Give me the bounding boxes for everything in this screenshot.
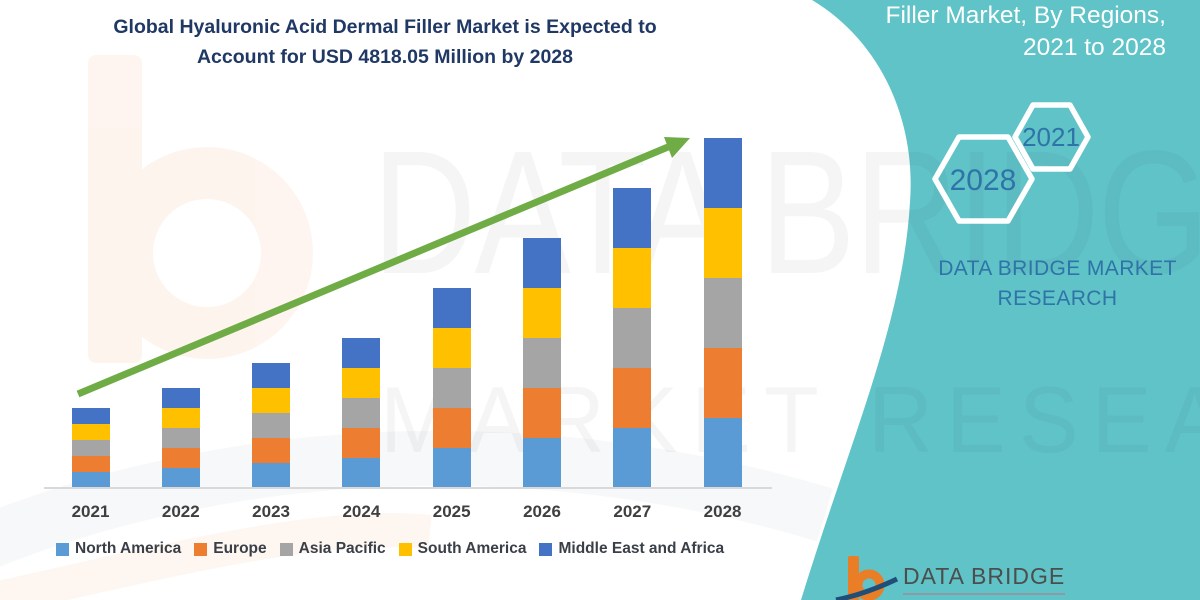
- x-axis-label-2025: 2025: [432, 502, 471, 521]
- bar-segment-2025-asia-pacific: [432, 368, 471, 408]
- bar-segment-2023-europe: [252, 438, 291, 463]
- bar-segment-2022-south-america: [161, 408, 200, 428]
- bar-segment-2021-north-america: [71, 472, 110, 488]
- bar-segment-2022-middle-east-and-africa: [161, 388, 200, 408]
- bar-segment-2021-asia-pacific: [71, 440, 110, 456]
- legend-item-asia-pacific: Asia Pacific: [279, 540, 386, 558]
- bar-segment-2022-asia-pacific: [161, 428, 200, 448]
- bar-segment-2021-south-america: [71, 424, 110, 440]
- legend-label: South America: [417, 540, 527, 557]
- bar-segment-2027-south-america: [613, 248, 652, 308]
- bar-segment-2024-south-america: [342, 368, 381, 398]
- bar-segment-2026-middle-east-and-africa: [523, 238, 561, 288]
- legend-swatch-icon: [539, 542, 553, 556]
- bar-segment-2027-asia-pacific: [613, 308, 652, 368]
- bar-segment-2023-middle-east-and-africa: [252, 363, 291, 388]
- legend-item-north-america: North America: [56, 540, 181, 558]
- bar-segment-2025-europe: [432, 408, 471, 448]
- x-axis-line: [44, 487, 772, 489]
- banner-title-line1: Filler Market, By Regions,: [885, 2, 1166, 29]
- bar-segment-2025-south-america: [432, 328, 471, 368]
- pink-swoosh-watermark: [0, 513, 432, 600]
- legend-item-middle-east-and-africa: Middle East and Africa: [539, 540, 724, 558]
- hexagon-2028-label: 2028: [950, 164, 1017, 197]
- bar-segment-2027-middle-east-and-africa: [613, 188, 652, 248]
- chart-title-line2: Account for USD 4818.05 Million by 2028: [196, 46, 574, 68]
- footer-brand-subtext-clipped: MARKET RESEARCH: [905, 597, 1075, 600]
- bar-segment-2027-europe: [613, 368, 652, 428]
- x-axis-label-2021: 2021: [71, 502, 110, 521]
- hexagon-2028-icon: [932, 134, 1035, 224]
- brand-name-line1: DATA BRIDGE MARKET: [938, 257, 1177, 280]
- teal-band-shape: [801, 0, 1200, 600]
- bar-segment-2028-south-america: [703, 208, 742, 278]
- x-axis-label-2027: 2027: [613, 502, 652, 521]
- bar-segment-2025-north-america: [432, 448, 471, 488]
- brand-name-block: DATA BRIDGE MARKET RESEARCH: [920, 254, 1195, 314]
- bar-segment-2028-north-america: [703, 418, 742, 488]
- bar-segment-2024-north-america: [342, 458, 381, 488]
- bar-segment-2026-south-america: [523, 288, 561, 338]
- bar-segment-2022-north-america: [161, 468, 200, 488]
- bar-segment-2027-north-america: [613, 428, 652, 488]
- brand-name-line2: RESEARCH: [997, 287, 1118, 310]
- bar-segment-2026-north-america: [523, 438, 561, 488]
- banner-title: Filler Market, By Regions, 2021 to 2028: [886, 0, 1166, 64]
- bar-segment-2021-europe: [71, 456, 110, 472]
- legend-item-south-america: South America: [398, 540, 527, 558]
- legend-swatch-icon: [194, 542, 208, 556]
- bar-segment-2023-asia-pacific: [252, 413, 291, 438]
- bar-segment-2022-europe: [161, 448, 200, 468]
- x-axis-label-2028: 2028: [703, 502, 742, 521]
- legend-label: Asia Pacific: [298, 540, 386, 557]
- bar-segment-2024-asia-pacific: [342, 398, 381, 428]
- x-axis-label-2022: 2022: [161, 502, 200, 521]
- bar-segment-2024-europe: [342, 428, 381, 458]
- footer-brand-name: DATA BRIDGE: [903, 563, 1066, 595]
- legend: North America Europe Asia Pacific South Ame…: [56, 540, 724, 558]
- bar-segment-2026-asia-pacific: [523, 338, 561, 388]
- bar-segment-2024-middle-east-and-africa: [342, 338, 381, 368]
- x-axis-label-2023: 2023: [252, 502, 290, 521]
- legend-swatch-icon: [279, 542, 293, 556]
- chart-title: Global Hyaluronic Acid Dermal Filler Mar…: [55, 12, 715, 72]
- bar-segment-2025-middle-east-and-africa: [432, 288, 471, 328]
- bar-segment-2028-asia-pacific: [703, 278, 742, 348]
- x-axis-label-2026: 2026: [523, 502, 561, 521]
- hexagon-2021-label: 2021: [1022, 122, 1080, 152]
- legend-label: Middle East and Africa: [558, 540, 725, 557]
- bar-segment-2028-europe: [703, 348, 742, 418]
- bar-segment-2023-south-america: [252, 388, 291, 413]
- bar-segment-2026-europe: [523, 388, 561, 438]
- legend-swatch-icon: [56, 542, 69, 556]
- hexagon-2021-icon: [1012, 102, 1091, 172]
- bar-segment-2028-middle-east-and-africa: [703, 138, 742, 208]
- bar-segment-2023-north-america: [252, 463, 291, 488]
- x-axis-label-2024: 2024: [342, 502, 381, 521]
- legend-label: Europe: [213, 540, 267, 557]
- legend-label: North America: [75, 540, 182, 557]
- banner-title-line2: 2021 to 2028: [1022, 34, 1166, 61]
- chart-title-line1: Global Hyaluronic Acid Dermal Filler Mar…: [113, 16, 657, 38]
- legend-item-europe: Europe: [194, 540, 267, 558]
- footer-logo-swoosh: [835, 576, 899, 600]
- bar-segment-2021-middle-east-and-africa: [71, 408, 110, 424]
- legend-swatch-icon: [398, 542, 412, 556]
